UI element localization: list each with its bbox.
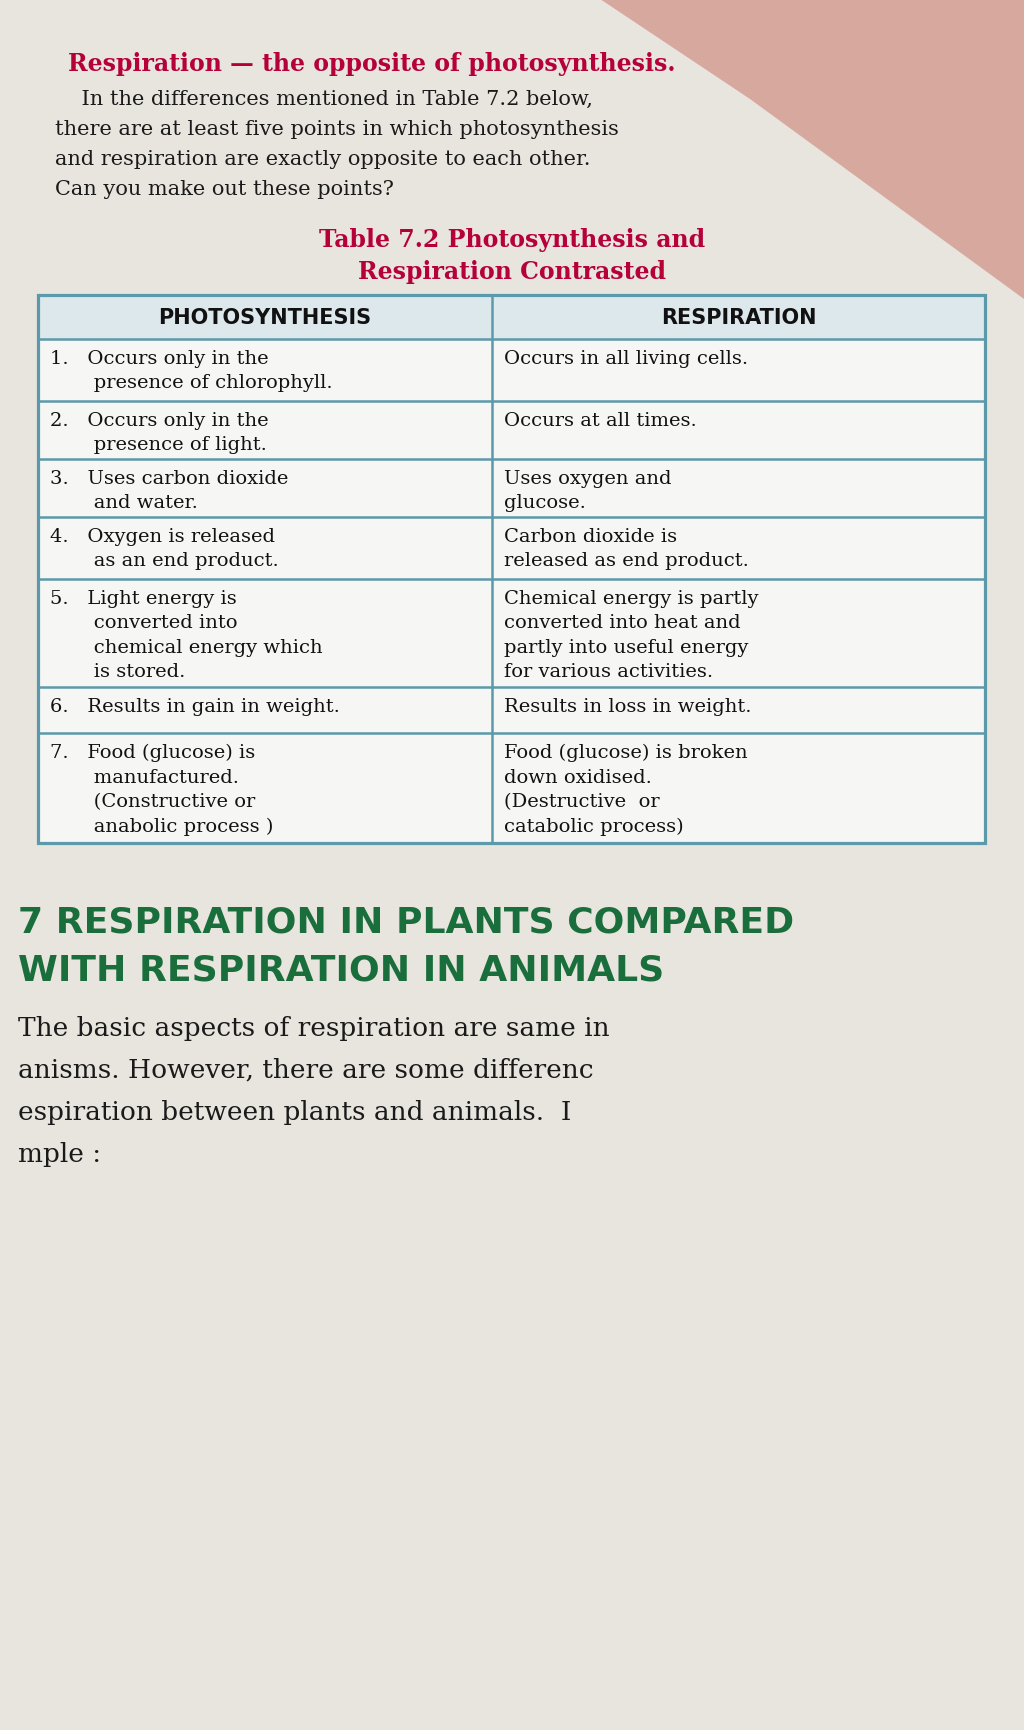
Text: mple :: mple : <box>18 1142 101 1166</box>
Text: Uses oxygen and
glucose.: Uses oxygen and glucose. <box>504 471 672 512</box>
Text: Carbon dioxide is
released as end product.: Carbon dioxide is released as end produc… <box>504 528 749 569</box>
Bar <box>38 296 985 339</box>
Text: The basic aspects of respiration are same in: The basic aspects of respiration are sam… <box>18 1016 609 1040</box>
Text: WITH RESPIRATION IN ANIMALS: WITH RESPIRATION IN ANIMALS <box>18 953 665 988</box>
Text: RESPIRATION: RESPIRATION <box>660 308 816 327</box>
Text: Occurs in all living cells.: Occurs in all living cells. <box>504 349 749 368</box>
Text: Food (glucose) is broken
down oxidised.
(Destructive  or
catabolic process): Food (glucose) is broken down oxidised. … <box>504 744 748 836</box>
Text: 3.   Uses carbon dioxide
       and water.: 3. Uses carbon dioxide and water. <box>50 471 289 512</box>
Text: Respiration — the opposite of photosynthesis.: Respiration — the opposite of photosynth… <box>68 52 676 76</box>
Text: 1.   Occurs only in the
       presence of chlorophyll.: 1. Occurs only in the presence of chloro… <box>50 349 333 393</box>
Text: and respiration are exactly opposite to each other.: and respiration are exactly opposite to … <box>55 151 591 170</box>
Text: Table 7.2 Photosynthesis and: Table 7.2 Photosynthesis and <box>318 228 706 253</box>
Text: anisms. However, there are some differenc: anisms. However, there are some differen… <box>18 1057 594 1083</box>
Text: 5.   Light energy is
       converted into
       chemical energy which
       i: 5. Light energy is converted into chemic… <box>50 590 323 680</box>
Text: Respiration Contrasted: Respiration Contrasted <box>358 260 666 284</box>
Text: espiration between plants and animals.  I: espiration between plants and animals. I <box>18 1099 571 1124</box>
Text: there are at least five points in which photosynthesis: there are at least five points in which … <box>55 119 618 138</box>
Bar <box>38 296 985 844</box>
Text: PHOTOSYNTHESIS: PHOTOSYNTHESIS <box>159 308 372 327</box>
Polygon shape <box>600 0 1024 299</box>
Text: In the differences mentioned in Table 7.2 below,: In the differences mentioned in Table 7.… <box>55 90 593 109</box>
Text: Results in loss in weight.: Results in loss in weight. <box>504 697 752 716</box>
Text: Chemical energy is partly
converted into heat and
partly into useful energy
for : Chemical energy is partly converted into… <box>504 590 759 680</box>
Text: 7 RESPIRATION IN PLANTS COMPARED: 7 RESPIRATION IN PLANTS COMPARED <box>18 905 795 939</box>
Bar <box>38 296 985 844</box>
Text: 4.   Oxygen is released
       as an end product.: 4. Oxygen is released as an end product. <box>50 528 279 569</box>
Text: 2.   Occurs only in the
       presence of light.: 2. Occurs only in the presence of light. <box>50 412 268 453</box>
Text: Can you make out these points?: Can you make out these points? <box>55 180 394 199</box>
Text: 7.   Food (glucose) is
       manufactured.
       (Constructive or
       anabo: 7. Food (glucose) is manufactured. (Cons… <box>50 744 273 836</box>
Text: Occurs at all times.: Occurs at all times. <box>504 412 696 429</box>
Text: 6.   Results in gain in weight.: 6. Results in gain in weight. <box>50 697 340 716</box>
